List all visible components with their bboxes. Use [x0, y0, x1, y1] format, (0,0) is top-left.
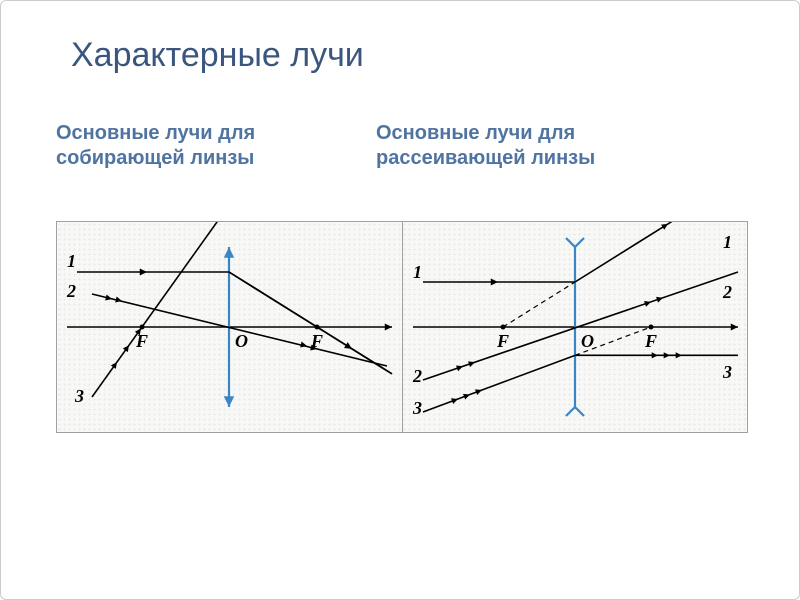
svg-text:1: 1 — [67, 251, 76, 271]
diagram-diverging: F F O 1 1 2 2 3 3 — [402, 222, 748, 432]
svg-text:3: 3 — [74, 386, 84, 406]
slide: Характерные лучи Основные лучи для собир… — [0, 0, 800, 600]
svg-text:F: F — [496, 331, 509, 351]
svg-text:O: O — [581, 331, 594, 351]
svg-text:2: 2 — [722, 282, 732, 302]
svg-text:O: O — [235, 331, 248, 351]
diagram-container: F F O 1 2 3 F F O 1 1 2 2 3 3 — [56, 221, 748, 433]
svg-text:2: 2 — [66, 281, 76, 301]
svg-text:F: F — [644, 331, 657, 351]
diagram-converging: FFO123 — [57, 222, 402, 432]
svg-text:3: 3 — [722, 362, 732, 382]
svg-text:3: 3 — [412, 398, 422, 418]
page-title: Характерные лучи — [71, 36, 364, 75]
svg-text:1: 1 — [723, 232, 732, 252]
subtitle-converging: Основные лучи для собирающей линзы — [56, 121, 336, 171]
svg-text:1: 1 — [413, 262, 422, 282]
subtitle-diverging: Основные лучи для рассеивающей линзы — [376, 121, 656, 171]
svg-text:2: 2 — [412, 366, 422, 386]
